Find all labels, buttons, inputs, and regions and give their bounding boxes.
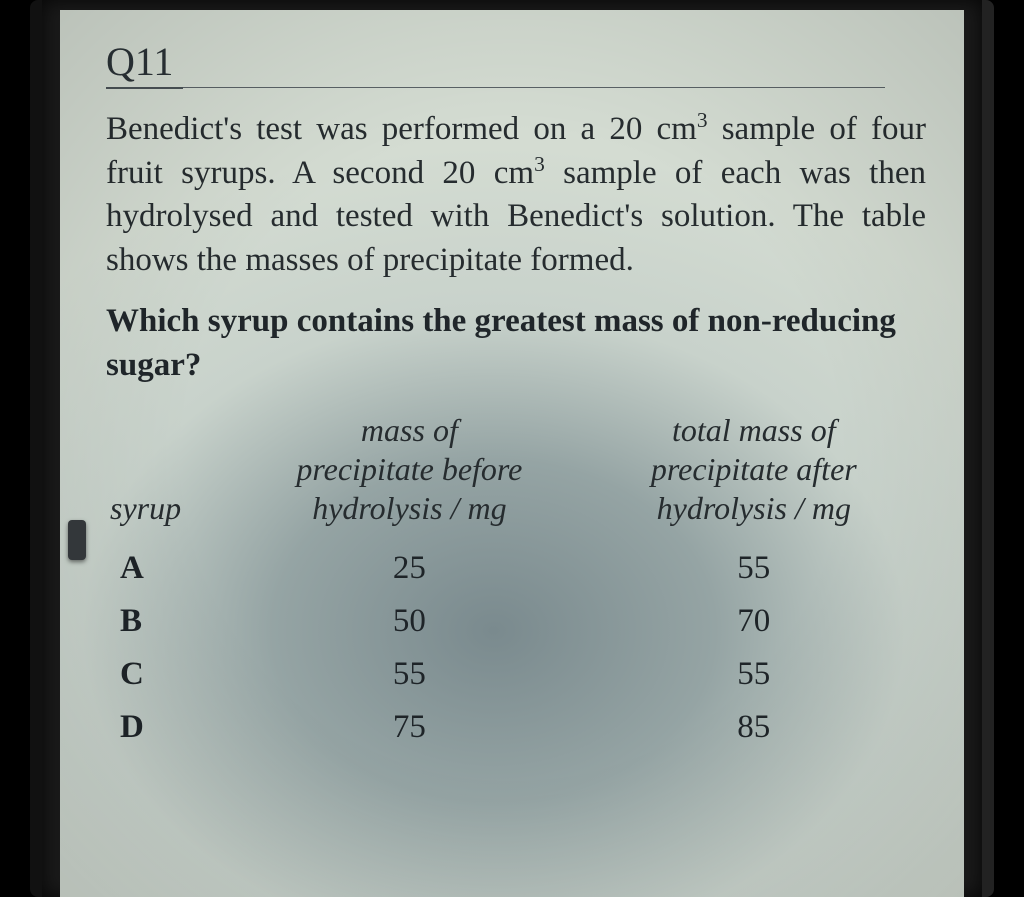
screen-content: Q11 Benedict's test was performed on a 2… — [60, 10, 964, 897]
question-prompt: Which syrup contains the greatest mass o… — [106, 300, 926, 387]
table-row: C 55 55 — [106, 648, 926, 701]
cell-before: 25 — [237, 542, 581, 595]
table-body: A 25 55 B 50 70 C 55 55 D 75 85 — [106, 542, 926, 754]
table-row: B 50 70 — [106, 595, 926, 648]
cell-after: 55 — [582, 648, 926, 701]
col-header-syrup: syrup — [106, 407, 237, 542]
question-body: Benedict's test was performed on a 20 cm… — [106, 108, 926, 282]
cell-syrup: C — [106, 648, 237, 701]
phone-frame: Q11 Benedict's test was performed on a 2… — [30, 0, 994, 897]
question-number: Q11 — [106, 38, 183, 89]
table-header-row: syrup mass ofprecipitate beforehydrolysi… — [106, 407, 926, 542]
table-row: D 75 85 — [106, 701, 926, 754]
cell-syrup: D — [106, 701, 237, 754]
heading-underline — [106, 87, 885, 88]
cell-before: 55 — [237, 648, 581, 701]
cell-after: 70 — [582, 595, 926, 648]
col-header-after: total mass ofprecipitate afterhydrolysis… — [582, 407, 926, 542]
cell-syrup: A — [106, 542, 237, 595]
cell-after: 85 — [582, 701, 926, 754]
cell-before: 50 — [237, 595, 581, 648]
cell-after: 55 — [582, 542, 926, 595]
data-table: syrup mass ofprecipitate beforehydrolysi… — [106, 407, 926, 754]
cell-syrup: B — [106, 595, 237, 648]
table-row: A 25 55 — [106, 542, 926, 595]
cell-before: 75 — [237, 701, 581, 754]
col-header-before: mass ofprecipitate beforehydrolysis / mg — [237, 407, 581, 542]
phone-side-button — [68, 520, 86, 560]
